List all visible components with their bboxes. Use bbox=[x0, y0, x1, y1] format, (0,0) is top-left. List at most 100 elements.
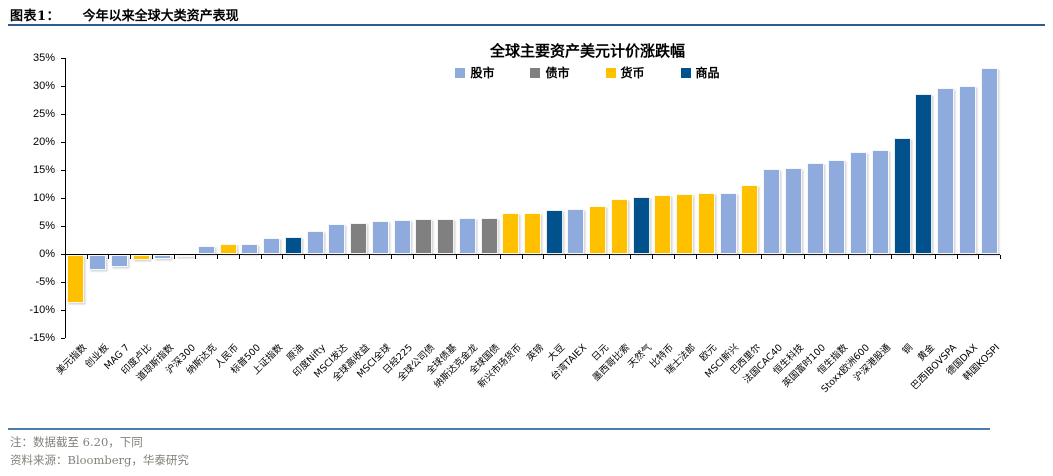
category-tick-mark bbox=[782, 255, 784, 259]
y-tick-mark bbox=[61, 86, 65, 87]
bar-currency bbox=[132, 255, 150, 261]
y-tick-mark bbox=[61, 338, 65, 339]
category-tick-mark bbox=[260, 255, 262, 259]
legend-item-bond: 债市 bbox=[530, 64, 570, 81]
y-tick-label: 0% bbox=[39, 248, 55, 260]
legend-item-stock: 股市 bbox=[455, 64, 494, 81]
bar-stock bbox=[306, 231, 324, 254]
category-tick-mark bbox=[391, 255, 393, 259]
bar-currency bbox=[697, 192, 715, 254]
category-tick-mark bbox=[151, 255, 153, 259]
bar-bond bbox=[480, 217, 498, 254]
y-tick-label: -5% bbox=[35, 276, 55, 288]
category-tick-mark bbox=[586, 255, 588, 259]
bar-stock bbox=[828, 159, 846, 254]
y-tick-label: -15% bbox=[29, 332, 55, 344]
category-tick-mark bbox=[173, 255, 175, 259]
bar-stock bbox=[980, 68, 998, 254]
y-tick-label: 15% bbox=[32, 164, 55, 176]
category-tick-mark bbox=[652, 255, 654, 259]
category-tick-mark bbox=[891, 255, 893, 259]
bar-stock bbox=[371, 220, 389, 254]
bar-stock bbox=[89, 255, 107, 270]
legend-label-commodity: 商品 bbox=[695, 66, 720, 80]
y-tick-mark bbox=[61, 198, 65, 199]
category-tick-mark bbox=[130, 255, 132, 259]
category-tick-mark bbox=[499, 255, 501, 259]
bar-commodity bbox=[632, 197, 650, 254]
bar-stock bbox=[850, 151, 868, 254]
category-tick-mark bbox=[673, 255, 675, 259]
bar-bond bbox=[437, 218, 455, 254]
category-tick-mark bbox=[86, 255, 88, 259]
y-tick-mark bbox=[61, 170, 65, 171]
legend-swatch-currency bbox=[605, 67, 616, 78]
chart-title: 全球主要资产美元计价涨跌幅 bbox=[489, 42, 685, 60]
bar-stock bbox=[567, 209, 585, 254]
header-divider bbox=[8, 24, 1045, 26]
bar-currency bbox=[502, 213, 520, 254]
y-tick-mark bbox=[61, 114, 65, 115]
bar-commodity bbox=[545, 210, 563, 254]
category-tick-mark bbox=[565, 255, 567, 259]
legend-item-commodity: 商品 bbox=[680, 64, 720, 81]
category-tick-mark bbox=[412, 255, 414, 259]
bar-stock bbox=[806, 163, 824, 254]
category-tick-mark bbox=[543, 255, 545, 259]
category-tick-mark bbox=[65, 255, 66, 259]
y-tick-mark bbox=[61, 254, 65, 255]
category-tick-mark bbox=[304, 255, 306, 259]
bar-stock bbox=[263, 237, 281, 254]
category-tick-mark bbox=[760, 255, 762, 259]
category-tick-mark bbox=[217, 255, 219, 259]
bar-commodity bbox=[915, 93, 933, 254]
bar-stock bbox=[176, 255, 194, 257]
category-tick-mark bbox=[434, 255, 436, 259]
category-tick-mark bbox=[478, 255, 480, 259]
y-tick-mark bbox=[61, 226, 65, 227]
category-tick-mark bbox=[195, 255, 197, 259]
y-tick-mark bbox=[61, 142, 65, 143]
y-tick-label: 25% bbox=[32, 108, 55, 120]
y-axis-line bbox=[65, 58, 66, 338]
bar-stock bbox=[110, 255, 128, 267]
bar-currency bbox=[741, 185, 759, 254]
bar-stock bbox=[458, 218, 476, 254]
bar-stock bbox=[763, 169, 781, 254]
category-tick-mark bbox=[325, 255, 327, 259]
category-tick-mark bbox=[630, 255, 632, 259]
category-tick-mark bbox=[956, 255, 958, 259]
figure-title: 今年以来全球大类资产表现 bbox=[82, 9, 239, 24]
bar-currency bbox=[610, 199, 628, 254]
bar-stock bbox=[154, 255, 172, 260]
y-tick-label: 35% bbox=[32, 52, 55, 64]
report-header: 图表1： 今年以来全球大类资产表现 bbox=[10, 5, 1045, 24]
legend-label-bond: 债市 bbox=[545, 66, 570, 80]
legend-swatch-bond bbox=[530, 67, 541, 78]
legend-swatch-commodity bbox=[680, 67, 691, 78]
category-tick-mark bbox=[869, 255, 871, 259]
bar-stock bbox=[784, 167, 802, 254]
category-tick-mark bbox=[826, 255, 828, 259]
category-tick-mark bbox=[1000, 255, 1001, 259]
y-tick-label: 20% bbox=[32, 136, 55, 148]
category-tick-mark bbox=[695, 255, 697, 259]
category-tick-mark bbox=[739, 255, 741, 259]
legend-label-stock: 股市 bbox=[470, 66, 495, 80]
y-tick-label: 30% bbox=[32, 80, 55, 92]
bar-stock bbox=[937, 87, 955, 254]
y-tick-mark bbox=[61, 310, 65, 311]
category-tick-mark bbox=[347, 255, 349, 259]
y-tick-mark bbox=[61, 58, 65, 59]
bar-stock bbox=[197, 246, 215, 254]
category-tick-mark bbox=[847, 255, 849, 259]
footnote-source: 资料来源：Bloomberg，华泰研究 bbox=[10, 453, 189, 467]
category-tick-mark bbox=[913, 255, 915, 259]
bar-bond bbox=[350, 222, 368, 254]
bar-stock bbox=[719, 192, 737, 254]
bar-currency bbox=[67, 255, 85, 304]
y-tick-mark bbox=[61, 282, 65, 283]
bar-stock bbox=[958, 86, 976, 254]
bar-currency bbox=[219, 244, 237, 254]
category-tick-mark bbox=[282, 255, 284, 259]
